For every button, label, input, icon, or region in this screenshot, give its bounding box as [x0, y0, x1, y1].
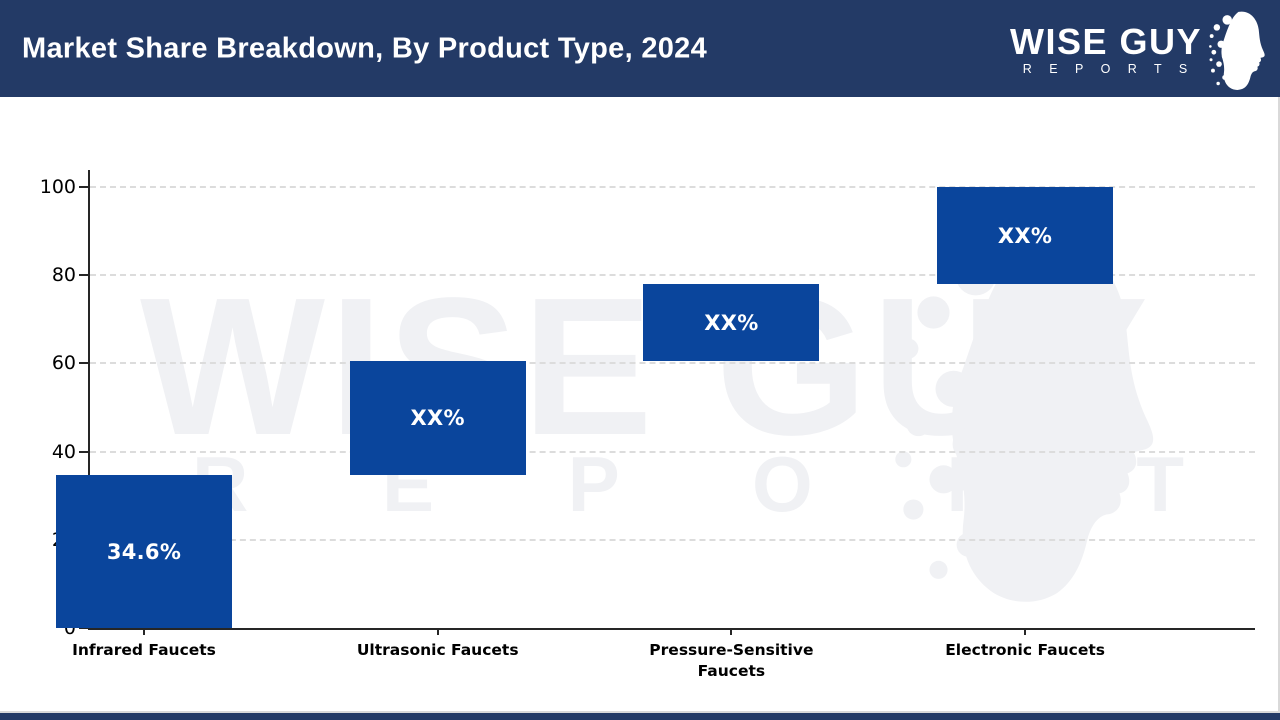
category-label-4: Electronic Faucets — [945, 641, 1105, 659]
brand-subname: R E P O R T S — [1022, 62, 1195, 77]
y-tick-mark-40 — [79, 450, 88, 453]
y-tick-label-40: 40 — [51, 440, 76, 463]
category-label-3: Pressure-Sensitive Faucets — [649, 641, 814, 680]
brand-text: WISE GUY R E P O R T S — [1010, 22, 1202, 77]
category-label-1: Infrared Faucets — [72, 641, 216, 659]
bar-value-label: XX% — [410, 406, 465, 431]
x-tick-mark-1 — [143, 628, 145, 635]
brand-name: WISE GUY — [1009, 20, 1202, 62]
bar-4: XX% — [937, 187, 1114, 285]
y-tick-mark-60 — [79, 362, 88, 365]
brand-logo: WISE GUY R E P O R T S — [1010, 5, 1272, 93]
bar-value-label: XX% — [704, 310, 759, 335]
y-tick-label-60: 60 — [51, 352, 76, 375]
gridline-100 — [90, 186, 1255, 188]
y-tick-label-80: 80 — [51, 264, 76, 287]
bar-1: 34.6% — [56, 475, 232, 628]
y-tick-mark-80 — [79, 274, 88, 277]
footer-bar — [0, 713, 1280, 720]
x-tick-mark-3 — [730, 628, 733, 635]
gridline-80 — [90, 274, 1255, 277]
x-tick-mark-2 — [436, 628, 439, 635]
chart-canvas: WISE GUY R E P O R T S 02040608010034.6%… — [0, 97, 1280, 713]
page-title: Market Share Breakdown, By Product Type,… — [22, 32, 708, 64]
x-tick-mark-4 — [1024, 628, 1027, 635]
plot-area: 02040608010034.6%Infrared FaucetsXX%Ultr… — [40, 170, 1255, 680]
bar-2: XX% — [349, 361, 526, 476]
gridline-20 — [90, 538, 1255, 541]
brand-head-icon — [1209, 11, 1265, 90]
y-tick-mark-100 — [79, 186, 88, 188]
bar-value-label: XX% — [997, 223, 1053, 248]
bottom-edge-line — [0, 711, 1280, 713]
y-tick-mark-0 — [79, 627, 88, 629]
right-edge-line — [1278, 97, 1280, 713]
bar-value-label: 34.6% — [106, 539, 182, 564]
gridline-40 — [90, 450, 1255, 453]
bar-3: XX% — [643, 284, 820, 362]
category-label-2: Ultrasonic Faucets — [356, 641, 519, 659]
header: Market Share Breakdown, By Product Type,… — [0, 0, 1280, 97]
gridline-60 — [90, 362, 1255, 365]
y-tick-label-100: 100 — [39, 176, 76, 198]
